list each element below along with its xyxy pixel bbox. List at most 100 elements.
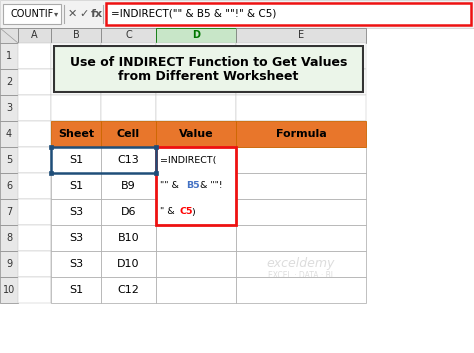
Bar [101, 43, 156, 69]
Bar [236, 28, 366, 43]
Bar [236, 173, 366, 199]
Bar [51, 28, 101, 43]
Bar [236, 199, 366, 225]
Bar [51, 173, 101, 199]
Bar [49, 145, 53, 149]
Bar [51, 251, 101, 277]
Bar [101, 28, 156, 43]
Bar [156, 199, 236, 225]
Text: B9: B9 [121, 181, 136, 191]
Text: " &: " & [160, 208, 178, 216]
Bar [236, 277, 366, 303]
Text: 7: 7 [6, 207, 12, 217]
Bar [18, 277, 51, 303]
Bar [156, 147, 236, 173]
Bar [156, 147, 236, 173]
Bar [236, 121, 366, 147]
Bar [106, 3, 471, 25]
Text: fx: fx [91, 9, 103, 19]
Text: S1: S1 [69, 181, 83, 191]
Text: EXCEL · DATA · BI: EXCEL · DATA · BI [268, 270, 334, 280]
Text: C13: C13 [118, 155, 139, 165]
Bar [236, 147, 366, 173]
Bar [156, 69, 236, 95]
Bar [51, 147, 101, 173]
Bar [0, 277, 18, 303]
Text: 10: 10 [3, 285, 15, 295]
Text: B5: B5 [186, 181, 200, 191]
Bar [0, 225, 18, 251]
Bar [101, 251, 156, 277]
Text: exceldemy: exceldemy [267, 257, 335, 270]
Text: 9: 9 [6, 259, 12, 269]
Text: C: C [125, 30, 132, 41]
Bar [101, 69, 156, 95]
Text: ): ) [191, 208, 195, 216]
Bar [18, 69, 51, 95]
Text: C12: C12 [118, 285, 139, 295]
Bar [236, 199, 366, 225]
Text: =INDIRECT("" & B5 & ""!" & C5): =INDIRECT("" & B5 & ""!" & C5) [111, 9, 276, 19]
Text: Value: Value [179, 129, 213, 139]
Bar [156, 43, 236, 69]
Text: A: A [31, 30, 38, 41]
Bar [101, 121, 156, 147]
Text: D6: D6 [121, 207, 136, 217]
Bar [101, 277, 156, 303]
Bar [236, 173, 366, 199]
Bar [101, 251, 156, 277]
Text: ✓: ✓ [79, 9, 89, 19]
Bar [101, 95, 156, 121]
Bar [0, 69, 18, 95]
Bar [236, 95, 366, 121]
Bar [51, 43, 101, 69]
Bar [18, 251, 51, 277]
Bar [101, 147, 156, 173]
Bar [51, 225, 101, 251]
Text: S1: S1 [69, 155, 83, 165]
Bar [49, 171, 53, 175]
Bar [154, 145, 158, 149]
Bar [236, 277, 366, 303]
Bar [3, 4, 61, 24]
Bar [51, 173, 101, 199]
Bar [18, 121, 51, 147]
Bar [51, 121, 101, 147]
Bar [101, 121, 156, 147]
Text: Cell: Cell [117, 129, 140, 139]
Text: 3: 3 [6, 103, 12, 113]
Bar [0, 173, 18, 199]
Bar [101, 277, 156, 303]
Text: S1: S1 [69, 285, 83, 295]
Bar [51, 147, 101, 173]
Bar [156, 95, 236, 121]
Bar [18, 199, 51, 225]
Text: 4: 4 [6, 129, 12, 139]
Bar [51, 277, 101, 303]
Text: B: B [73, 30, 79, 41]
Bar [0, 43, 18, 69]
Bar [101, 199, 156, 225]
Bar [0, 0, 474, 28]
Bar [236, 69, 366, 95]
Bar [236, 147, 366, 173]
Bar [236, 225, 366, 251]
Text: S3: S3 [69, 259, 83, 269]
Bar [101, 173, 156, 199]
Text: & ""!: & ""! [197, 181, 223, 191]
Bar [18, 225, 51, 251]
Bar [236, 121, 366, 147]
Bar [18, 95, 51, 121]
Bar [156, 251, 236, 277]
Bar [51, 69, 101, 95]
Bar [156, 173, 236, 199]
Text: 5: 5 [6, 155, 12, 165]
Bar [0, 95, 18, 121]
Bar [236, 43, 366, 69]
Text: ▾: ▾ [54, 10, 58, 18]
Text: 1: 1 [6, 51, 12, 61]
Bar [101, 225, 156, 251]
Bar [51, 225, 101, 251]
Bar [101, 225, 156, 251]
Text: Formula: Formula [275, 129, 327, 139]
